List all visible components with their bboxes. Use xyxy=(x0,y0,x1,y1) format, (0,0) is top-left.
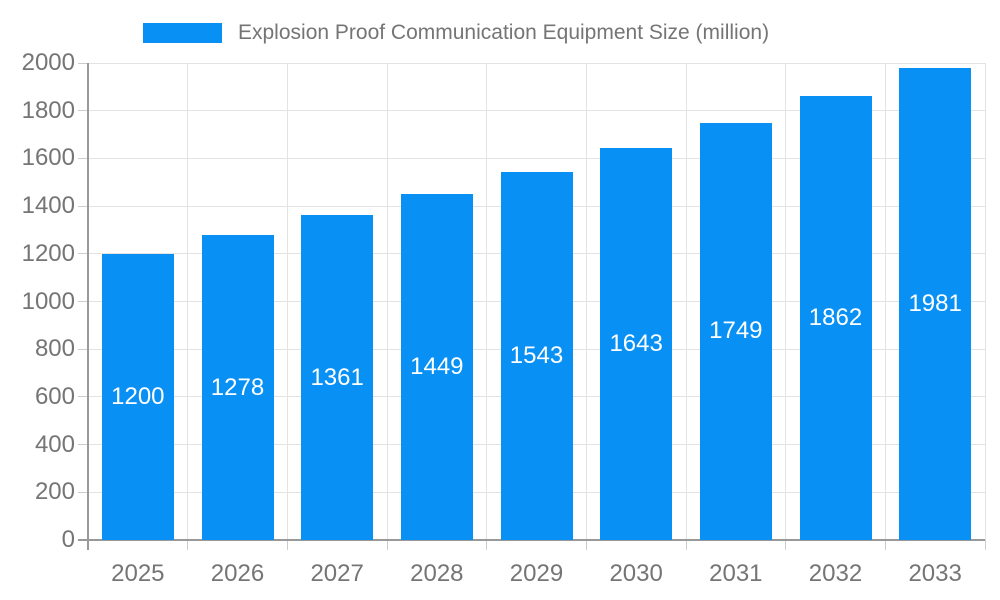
bar-value-label: 1449 xyxy=(410,353,464,381)
y-axis-line xyxy=(87,63,89,550)
x-gridline xyxy=(685,63,687,540)
x-axis-tick-label: 2029 xyxy=(509,560,564,587)
bar-2026[interactable]: 1278 xyxy=(201,235,274,540)
x-axis-tick xyxy=(785,540,787,550)
y-axis-tick xyxy=(78,62,88,64)
bar-2029[interactable]: 1543 xyxy=(500,171,573,540)
bar-2028[interactable]: 1449 xyxy=(400,194,473,540)
legend-label: Explosion Proof Communication Equipment … xyxy=(238,21,770,44)
bar-2033[interactable]: 1981 xyxy=(899,67,972,540)
x-axis-tick xyxy=(685,540,687,550)
y-axis-tick xyxy=(78,157,88,159)
x-gridline xyxy=(386,63,388,540)
x-axis-tick xyxy=(486,540,488,550)
y-axis-tick-label: 400 xyxy=(34,430,75,458)
x-axis-tick-label: 2030 xyxy=(609,560,663,587)
bar-value-label: 1361 xyxy=(310,363,364,391)
y-axis-tick xyxy=(78,110,88,112)
x-axis-line xyxy=(78,539,985,541)
x-axis-tick-label: 2032 xyxy=(808,560,863,587)
y-axis-tick-label: 1000 xyxy=(21,287,75,315)
y-axis-tick-label: 1800 xyxy=(21,96,75,124)
y-axis-tick-label: 1600 xyxy=(21,144,75,172)
y-axis-tick-label: 600 xyxy=(34,382,75,410)
y-axis-tick xyxy=(78,444,88,446)
y-axis-tick xyxy=(78,396,88,398)
y-axis-tick xyxy=(78,205,88,207)
bar-2025[interactable]: 1200 xyxy=(101,253,174,540)
y-gridline xyxy=(88,157,985,159)
y-axis-tick xyxy=(78,348,88,350)
x-gridline xyxy=(187,63,189,540)
x-axis-tick xyxy=(386,540,388,550)
bar-value-label: 1643 xyxy=(609,330,663,358)
y-axis-tick-label: 0 xyxy=(61,526,75,553)
x-axis-tick-label: 2027 xyxy=(310,560,364,587)
y-gridline xyxy=(88,110,985,112)
bar-value-label: 1981 xyxy=(908,289,962,317)
bar-value-label: 1278 xyxy=(210,373,265,401)
x-axis-tick-label: 2031 xyxy=(709,560,763,587)
x-gridline xyxy=(884,63,886,540)
x-axis-tick xyxy=(286,540,288,550)
legend-item[interactable]: Explosion Proof Communication Equipment … xyxy=(143,18,769,48)
x-axis-tick xyxy=(187,540,189,550)
y-gridline xyxy=(88,62,985,64)
x-axis-tick-label: 2028 xyxy=(410,560,464,587)
bar-value-label: 1543 xyxy=(509,341,564,369)
y-axis-tick-label: 1400 xyxy=(21,192,75,220)
bar-2031[interactable]: 1749 xyxy=(699,122,772,540)
x-gridline xyxy=(785,63,787,540)
x-axis-tick xyxy=(585,540,587,550)
x-axis-tick xyxy=(884,540,886,550)
bar-2027[interactable]: 1361 xyxy=(301,215,374,540)
x-gridline xyxy=(486,63,488,540)
bar-value-label: 1862 xyxy=(808,303,863,331)
x-axis-tick-label: 2026 xyxy=(210,560,265,587)
y-axis-tick-label: 2000 xyxy=(21,49,75,76)
y-axis-tick-label: 1200 xyxy=(21,239,75,267)
legend-swatch xyxy=(143,23,222,43)
x-gridline xyxy=(984,63,986,540)
bar-2030[interactable]: 1643 xyxy=(600,148,673,540)
y-axis-tick xyxy=(78,301,88,302)
bar-2032[interactable]: 1862 xyxy=(799,95,872,540)
y-axis-tick xyxy=(78,491,88,493)
y-axis-tick xyxy=(78,253,88,255)
bar-value-label: 1200 xyxy=(111,382,165,410)
y-axis-tick-label: 800 xyxy=(34,335,75,363)
x-axis-tick-label: 2033 xyxy=(908,560,962,587)
x-gridline xyxy=(585,63,587,540)
x-gridline xyxy=(286,63,288,540)
y-axis-tick-label: 200 xyxy=(34,478,75,506)
bar-value-label: 1749 xyxy=(709,317,763,345)
x-axis-tick xyxy=(984,540,986,550)
x-axis-tick-label: 2025 xyxy=(111,560,165,587)
